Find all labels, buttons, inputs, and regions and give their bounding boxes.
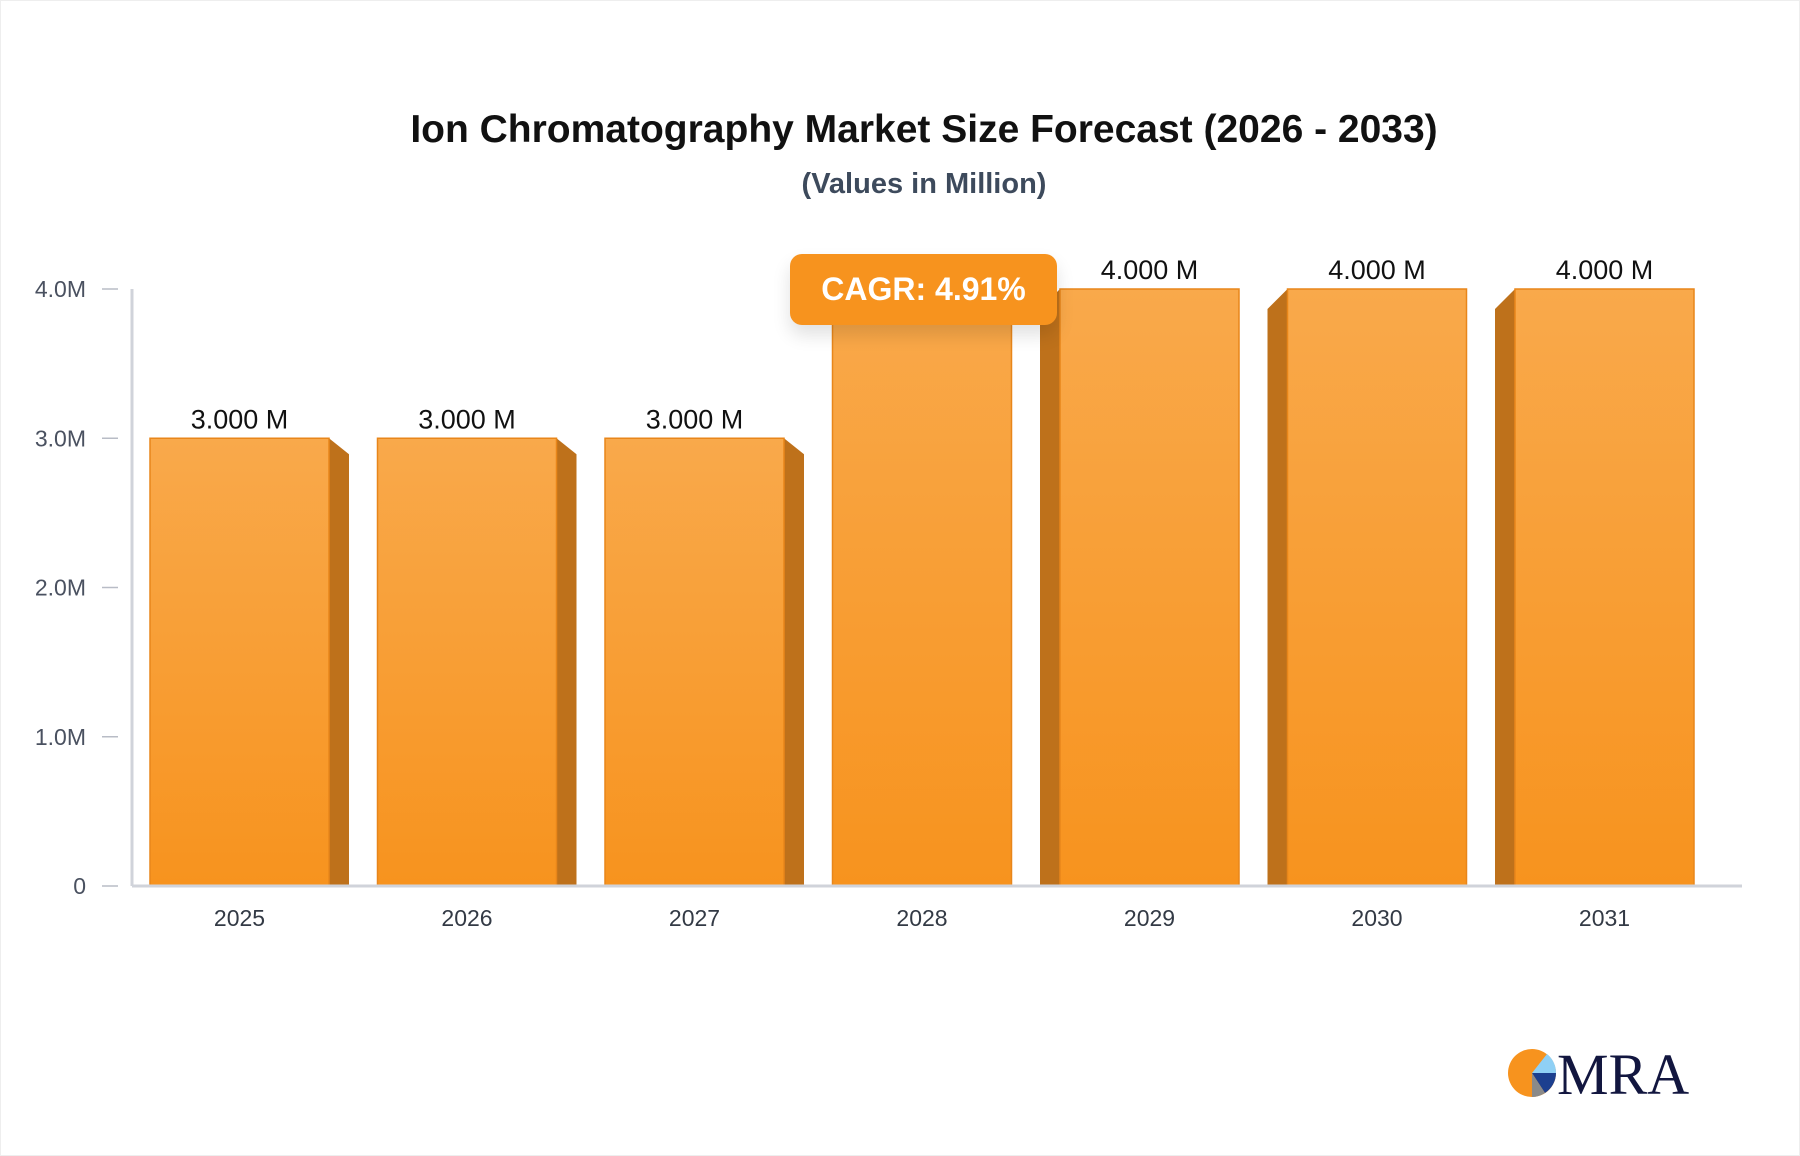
data-label: 3.000 M: [418, 404, 516, 434]
data-label: 4.000 M: [1328, 255, 1426, 285]
data-label: 3.000 M: [191, 404, 289, 434]
y-tick-label: 1.0M: [35, 724, 86, 750]
chart-title: Ion Chromatography Market Size Forecast …: [410, 108, 1438, 151]
bar-side: [329, 438, 349, 886]
bar-2028: [831, 288, 1013, 887]
mra-logo: MRA: [1508, 1042, 1689, 1100]
bar-2030: 4.000 M: [1267, 255, 1468, 887]
data-label: 4.000 M: [1556, 255, 1654, 285]
data-label: 4.000 M: [1101, 255, 1199, 285]
x-tick-label: 2025: [214, 905, 265, 931]
bar: [1059, 288, 1240, 887]
y-tick-label: 3.0M: [35, 425, 86, 451]
bar-2027: 3.000 M: [604, 404, 804, 887]
bar: [1514, 288, 1695, 887]
bar-2029: 4.000 M: [1040, 255, 1240, 887]
y-tick-label: 4.0M: [35, 276, 86, 302]
cagr-badge: CAGR: 4.91%: [790, 254, 1057, 325]
bar-side: [1040, 289, 1060, 886]
x-tick-label: 2029: [1124, 905, 1175, 931]
bar-side: [1495, 289, 1515, 886]
bar-side: [784, 438, 804, 886]
bar: [149, 437, 330, 887]
x-tick-label: 2031: [1579, 905, 1630, 931]
x-tick-label: 2026: [441, 905, 492, 931]
data-label: 3.000 M: [646, 404, 744, 434]
bar-side: [1267, 289, 1288, 886]
y-tick-label: 2.0M: [35, 575, 86, 601]
x-tick-label: 2028: [896, 905, 947, 931]
bar-side: [556, 438, 577, 886]
bar-2031: 4.000 M: [1495, 255, 1695, 887]
y-tick-label: 0: [73, 873, 86, 899]
bar-2026: 3.000 M: [376, 404, 577, 887]
bar-2025: 3.000 M: [149, 404, 349, 887]
svg-text:MRA: MRA: [1557, 1042, 1689, 1100]
chart-subtitle: (Values in Million): [801, 168, 1047, 200]
bar: [831, 288, 1013, 887]
x-tick-label: 2027: [669, 905, 720, 931]
bar: [604, 437, 785, 887]
x-tick-label: 2030: [1351, 905, 1402, 931]
bar: [376, 437, 558, 887]
bar: [1286, 288, 1468, 887]
